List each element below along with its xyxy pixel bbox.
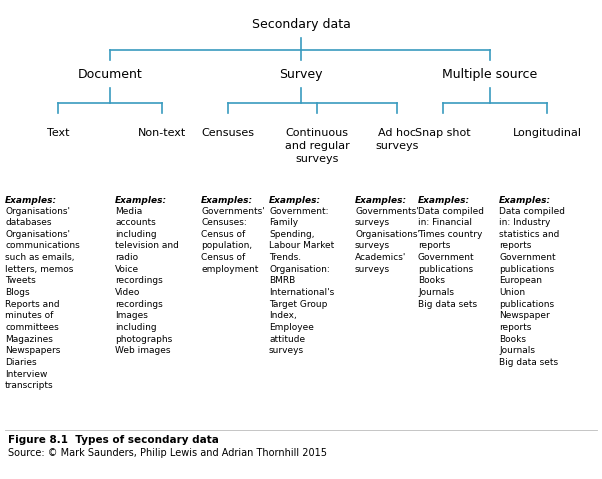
Text: Examples:: Examples: — [418, 196, 470, 205]
Text: Examples:: Examples: — [269, 196, 321, 205]
Text: Multiple source: Multiple source — [442, 68, 538, 81]
Text: Text: Text — [47, 128, 69, 138]
Text: Continuous
and regular
surveys: Continuous and regular surveys — [285, 128, 349, 164]
Text: Censuses: Censuses — [202, 128, 255, 138]
Text: Data compiled
in: Industry
statistics and
reports
Government
publications
Europe: Data compiled in: Industry statistics an… — [499, 206, 565, 367]
Text: Governments'
surveys
Organisations'
surveys
Academics'
surveys: Governments' surveys Organisations' surv… — [355, 206, 420, 274]
Text: Source: © Mark Saunders, Philip Lewis and Adrian Thornhill 2015: Source: © Mark Saunders, Philip Lewis an… — [8, 448, 327, 458]
Text: Figure 8.1  Types of secondary data: Figure 8.1 Types of secondary data — [8, 435, 219, 445]
Text: Governments'
Censuses:
Census of
population,
Census of
employment: Governments' Censuses: Census of populat… — [201, 206, 265, 274]
Text: Survey: Survey — [279, 68, 323, 81]
Text: Data compiled
in: Financial
Times country
reports
Government
publications
Books
: Data compiled in: Financial Times countr… — [418, 206, 484, 309]
Text: Snap shot: Snap shot — [415, 128, 471, 138]
Text: Examples:: Examples: — [355, 196, 407, 205]
Text: Media
accounts
including
television and
radio
Voice
recordings
Video
recordings
: Media accounts including television and … — [115, 206, 179, 355]
Text: Examples:: Examples: — [115, 196, 167, 205]
Text: Non-text: Non-text — [138, 128, 186, 138]
Text: Organisations'
databases
Organisations'
communications
such as emails,
letters, : Organisations' databases Organisations' … — [5, 206, 79, 390]
Text: Examples:: Examples: — [5, 196, 57, 205]
Text: Secondary data: Secondary data — [252, 18, 350, 31]
Text: Ad hoc
surveys: Ad hoc surveys — [375, 128, 418, 151]
Text: Document: Document — [78, 68, 143, 81]
Text: Longitudinal: Longitudinal — [512, 128, 582, 138]
Text: Examples:: Examples: — [201, 196, 253, 205]
Text: Examples:: Examples: — [499, 196, 551, 205]
Text: Government:
Family
Spending,
Labour Market
Trends.
Organisation:
BMRB
Internatio: Government: Family Spending, Labour Mark… — [269, 206, 334, 355]
